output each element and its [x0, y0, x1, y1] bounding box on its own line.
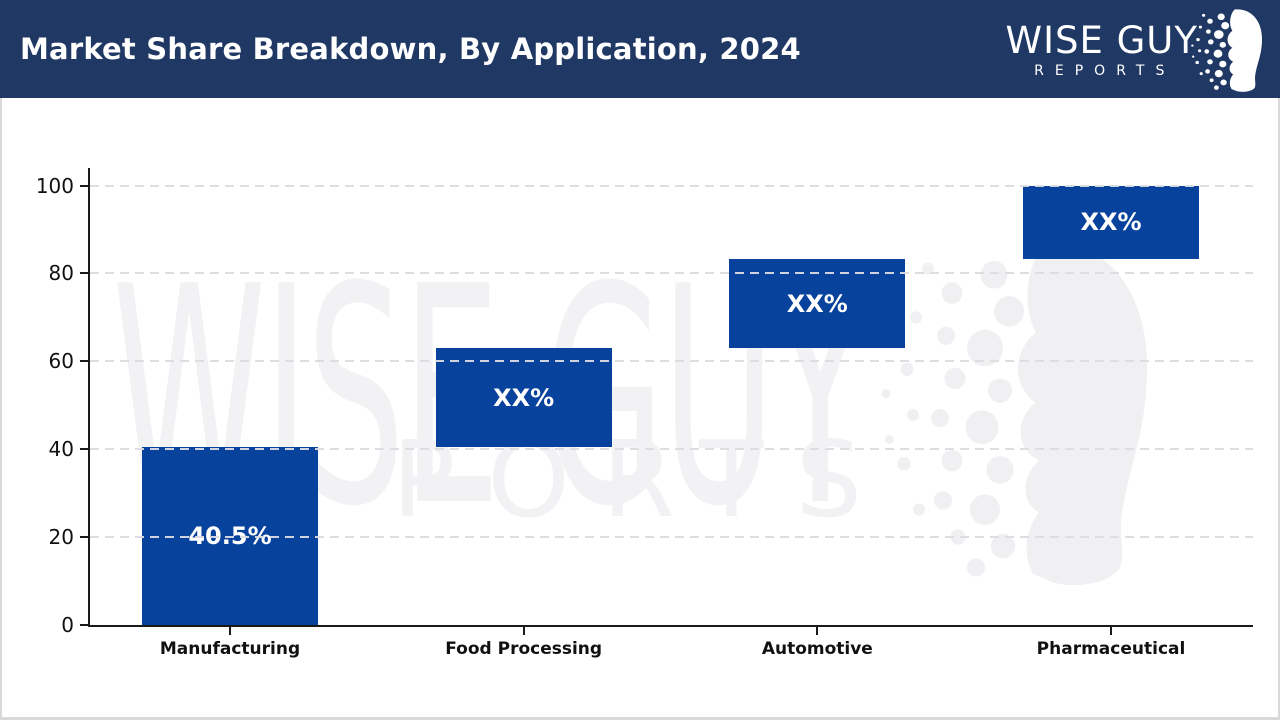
brand-name: WISE GUY	[1005, 19, 1198, 62]
gridline-40	[90, 448, 1253, 451]
bar-value-label: XX%	[1080, 208, 1142, 237]
bar-pharmaceutical: XX%	[1023, 185, 1199, 259]
header-bar: Market Share Breakdown, By Application, …	[0, 0, 1280, 98]
bar-value-label: 40.5%	[188, 522, 272, 550]
waterfall-chart: 40.5% XX% XX% XX% 0 20 40 60 80 100 Manufacturing F…	[36, 168, 1253, 659]
x-axis-tick	[229, 627, 231, 635]
gridline-80	[90, 272, 1253, 275]
bar-manufacturing: 40.5%	[142, 447, 318, 625]
x-axis-category-label: Food Processing	[445, 639, 603, 659]
page-title: Market Share Breakdown, By Application, …	[20, 32, 801, 66]
y-axis-line	[88, 168, 90, 627]
gridline-100	[90, 184, 1253, 187]
y-axis-tick	[80, 536, 88, 539]
brand-subtitle: REPORTS	[1034, 63, 1176, 79]
wiseguy-face-icon	[1191, 9, 1262, 92]
bar-value-label: XX%	[493, 383, 555, 412]
x-axis-category-label: Pharmaceutical	[1036, 639, 1186, 659]
x-axis-line	[88, 625, 1253, 627]
y-axis-tick-label: 100	[35, 173, 74, 198]
x-axis-tick	[522, 627, 525, 635]
x-axis-category-label: Manufacturing	[159, 639, 301, 659]
brand-logo-text: WISE GUY REPORTS	[1005, 19, 1198, 80]
y-axis-tick	[80, 448, 88, 451]
bar-food-processing: XX%	[435, 348, 612, 448]
x-axis-category-label: Automotive	[761, 639, 873, 659]
y-axis-tick	[80, 624, 88, 626]
gridline-20	[90, 536, 1253, 539]
y-axis-tick	[80, 360, 88, 363]
x-axis-tick	[1110, 627, 1112, 635]
y-axis-tick-label: 40	[48, 437, 74, 462]
y-axis-tick-label: 20	[48, 525, 74, 550]
bar-value-label: XX%	[786, 289, 848, 318]
brand-logo: WISE GUY REPORTS	[1006, 4, 1266, 96]
y-axis-tick-label: 60	[48, 349, 74, 374]
gridline-60	[90, 360, 1253, 363]
y-axis-tick	[80, 272, 88, 275]
y-axis-tick	[80, 184, 88, 187]
y-axis-tick-label: 0	[61, 613, 74, 637]
y-axis-tick-label: 80	[48, 261, 74, 286]
x-axis-tick	[816, 627, 819, 635]
